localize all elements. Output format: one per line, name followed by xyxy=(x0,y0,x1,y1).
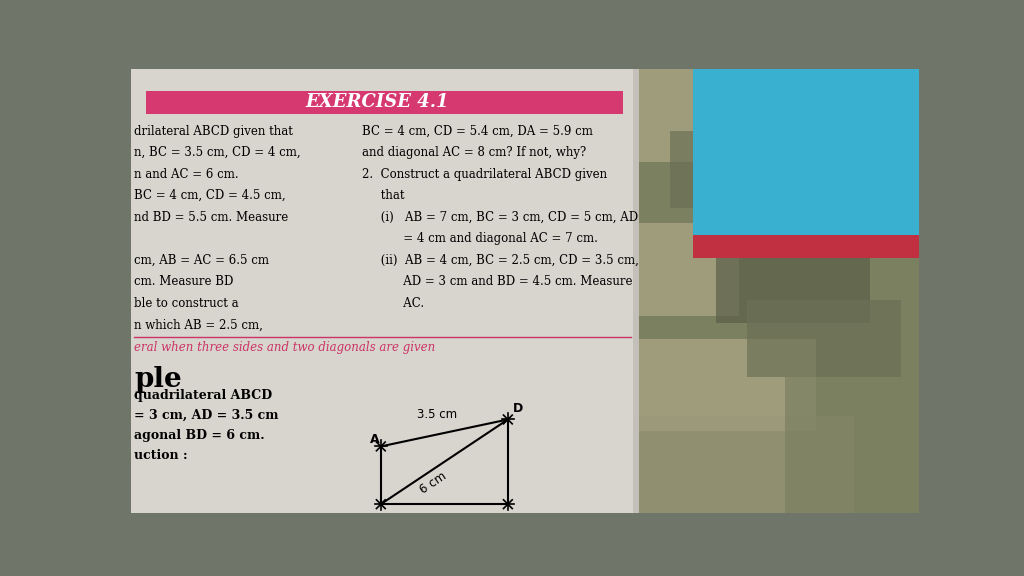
Text: cm, AB = AC = 6.5 cm: cm, AB = AC = 6.5 cm xyxy=(134,254,269,267)
Text: BC = 4 cm, CD = 5.4 cm, DA = 5.9 cm: BC = 4 cm, CD = 5.4 cm, DA = 5.9 cm xyxy=(361,124,593,138)
Text: = 3 cm, AD = 3.5 cm: = 3 cm, AD = 3.5 cm xyxy=(134,409,279,422)
Bar xyxy=(785,377,920,513)
Text: AC.: AC. xyxy=(361,297,424,310)
Text: cm. Measure BD: cm. Measure BD xyxy=(134,275,233,289)
Bar xyxy=(746,300,900,377)
Bar xyxy=(716,208,869,323)
Text: ple: ple xyxy=(134,366,182,393)
Text: agonal BD = 6 cm.: agonal BD = 6 cm. xyxy=(134,429,265,442)
Text: AD = 3 cm and BD = 4.5 cm. Measure: AD = 3 cm and BD = 4.5 cm. Measure xyxy=(361,275,632,289)
Text: eral when three sides and two diagonals are given: eral when three sides and two diagonals … xyxy=(134,341,435,354)
Text: n which AB = 2.5 cm,: n which AB = 2.5 cm, xyxy=(134,319,263,332)
Text: A: A xyxy=(370,433,380,446)
Text: (i)   AB = 7 cm, BC = 3 cm, CD = 5 cm, AD: (i) AB = 7 cm, BC = 3 cm, CD = 5 cm, AD xyxy=(361,211,638,224)
Text: n and AC = 6 cm.: n and AC = 6 cm. xyxy=(134,168,239,181)
Text: D: D xyxy=(512,402,522,415)
Text: 6 cm: 6 cm xyxy=(417,469,449,497)
Bar xyxy=(670,131,808,208)
Text: 2.  Construct a quadrilateral ABCD given: 2. Construct a quadrilateral ABCD given xyxy=(361,168,606,181)
Text: BC = 4 cm, CD = 4.5 cm,: BC = 4 cm, CD = 4.5 cm, xyxy=(134,190,286,202)
Text: uction :: uction : xyxy=(134,449,188,462)
Bar xyxy=(692,234,920,258)
Text: (ii)  AB = 4 cm, BC = 2.5 cm, CD = 3.5 cm,: (ii) AB = 4 cm, BC = 2.5 cm, CD = 3.5 cm… xyxy=(361,254,638,267)
Text: and diagonal AC = 8 cm? If not, why?: and diagonal AC = 8 cm? If not, why? xyxy=(361,146,586,159)
Bar xyxy=(615,69,920,513)
Text: drilateral ABCD given that: drilateral ABCD given that xyxy=(134,124,293,138)
Text: EXERCISE 4.1: EXERCISE 4.1 xyxy=(305,93,449,111)
Bar xyxy=(624,339,816,431)
Text: quadrilateral ABCD: quadrilateral ABCD xyxy=(134,389,272,401)
Text: that: that xyxy=(361,190,404,202)
Text: nd BD = 5.5 cm. Measure: nd BD = 5.5 cm. Measure xyxy=(134,211,289,224)
Bar xyxy=(624,69,777,161)
Bar xyxy=(131,69,639,513)
Text: = 4 cm and diagonal AC = 7 cm.: = 4 cm and diagonal AC = 7 cm. xyxy=(361,232,597,245)
Bar xyxy=(624,416,854,513)
Text: 3.5 cm: 3.5 cm xyxy=(417,408,457,422)
Bar xyxy=(146,90,624,114)
Text: n, BC = 3.5 cm, CD = 4 cm,: n, BC = 3.5 cm, CD = 4 cm, xyxy=(134,146,301,159)
Bar xyxy=(633,69,639,513)
Bar xyxy=(624,223,739,316)
Text: ble to construct a: ble to construct a xyxy=(134,297,239,310)
Bar xyxy=(692,69,920,246)
